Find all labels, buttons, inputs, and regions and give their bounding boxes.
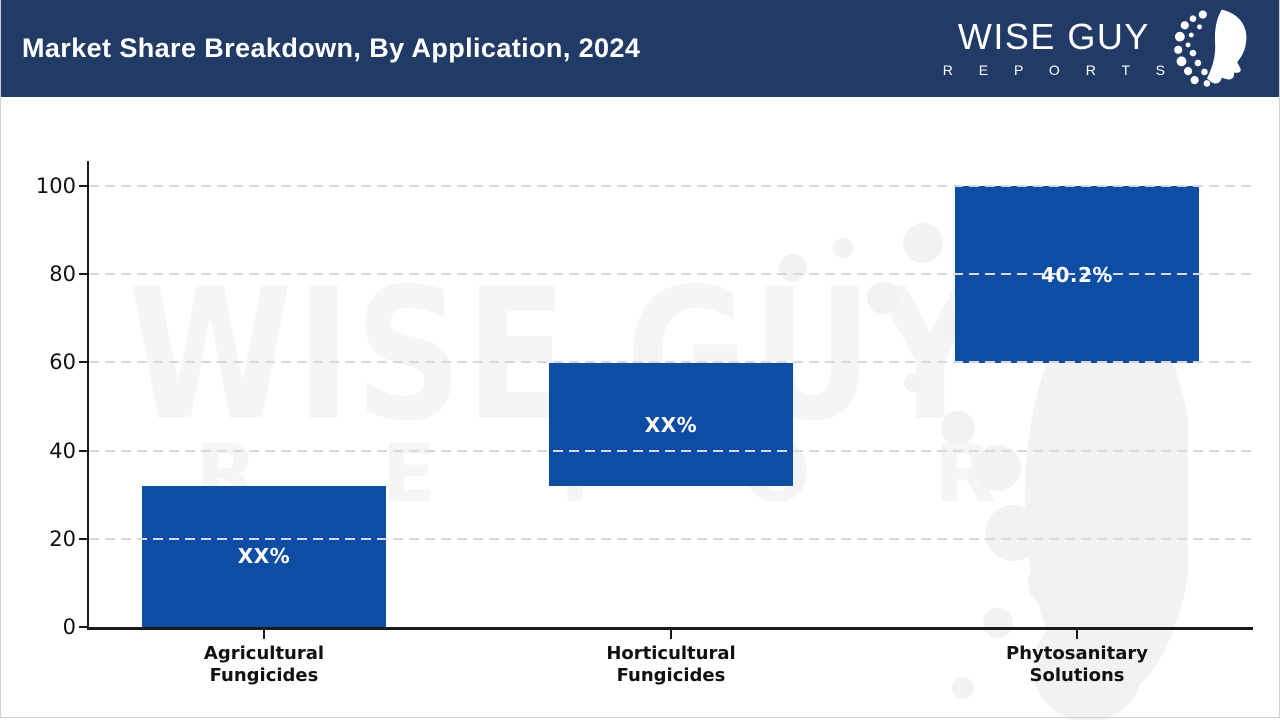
bar-value-label: XX%	[644, 412, 698, 437]
y-tick-label: 80	[49, 262, 76, 287]
gridline	[89, 361, 1253, 364]
brand-wordmark-block: WISE GUY R E P O R T S	[932, 16, 1176, 79]
x-tick-mark	[1076, 630, 1078, 639]
bar-segment	[142, 485, 386, 627]
y-tick-label: 60	[49, 350, 76, 375]
y-tick-label: 20	[49, 526, 76, 551]
gridline	[89, 537, 1253, 540]
y-tick-mark	[79, 361, 87, 364]
brand-wordmark: WISE GUY	[957, 16, 1150, 57]
bar-segment	[549, 363, 793, 486]
chart-title: Market Share Breakdown, By Application, …	[22, 33, 641, 63]
x-category-label-line: Fungicides	[209, 665, 319, 686]
bar-value-label: 40.2%	[1041, 262, 1113, 287]
x-category-label: Horticultural Fungicides	[521, 643, 821, 687]
x-category-label: Phytosanitary Solutions	[927, 643, 1227, 687]
bar-value-label: XX%	[237, 544, 291, 569]
y-tick-label: 0	[62, 615, 76, 639]
x-category-label-line: Agricultural	[203, 643, 325, 664]
y-tick-mark	[79, 185, 87, 187]
y-axis-line	[87, 161, 89, 629]
y-tick-mark	[79, 626, 87, 628]
gridline	[89, 449, 1253, 452]
x-category-label-line: Horticultural	[606, 643, 736, 664]
x-axis-line	[87, 627, 1253, 630]
x-tick-mark	[670, 630, 672, 639]
y-tick-label: 40	[49, 438, 76, 463]
y-tick-mark	[79, 537, 87, 540]
bar-value-label-box: 40.2%	[955, 186, 1199, 363]
x-category-label-line: Phytosanitary	[1006, 643, 1148, 664]
y-tick-label: 100	[35, 174, 76, 198]
x-tick-mark	[263, 630, 265, 639]
y-tick-mark	[79, 449, 87, 452]
brand-subtext: R E P O R T S	[942, 62, 1176, 78]
gridline	[89, 185, 1253, 187]
y-tick-mark	[79, 273, 87, 276]
chart-canvas: WISE GUY R E P O R T S AgriculturalFungi…	[0, 97, 1280, 720]
x-category-label: Agricultural Fungicides	[114, 643, 414, 687]
x-category-label-line: Fungicides	[616, 665, 726, 686]
x-category-label-line: Solutions	[1029, 665, 1125, 686]
brand-face-icon	[1174, 9, 1247, 87]
bar-value-label-box: XX%	[142, 486, 386, 627]
brand-logo: WISE GUY R E P O R T S	[932, 6, 1252, 92]
gridline	[89, 273, 1253, 276]
bar-value-label-box: XX%	[549, 363, 793, 486]
header-bar: Market Share Breakdown, By Application, …	[0, 0, 1280, 97]
